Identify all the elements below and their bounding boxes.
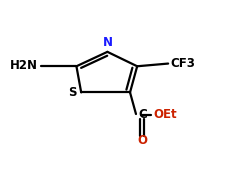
Text: CF3: CF3	[171, 57, 195, 70]
Text: C: C	[138, 109, 147, 122]
Text: H2N: H2N	[10, 59, 38, 72]
Text: N: N	[102, 36, 112, 49]
Text: OEt: OEt	[154, 109, 177, 122]
Text: S: S	[69, 86, 77, 99]
Text: O: O	[137, 134, 147, 147]
